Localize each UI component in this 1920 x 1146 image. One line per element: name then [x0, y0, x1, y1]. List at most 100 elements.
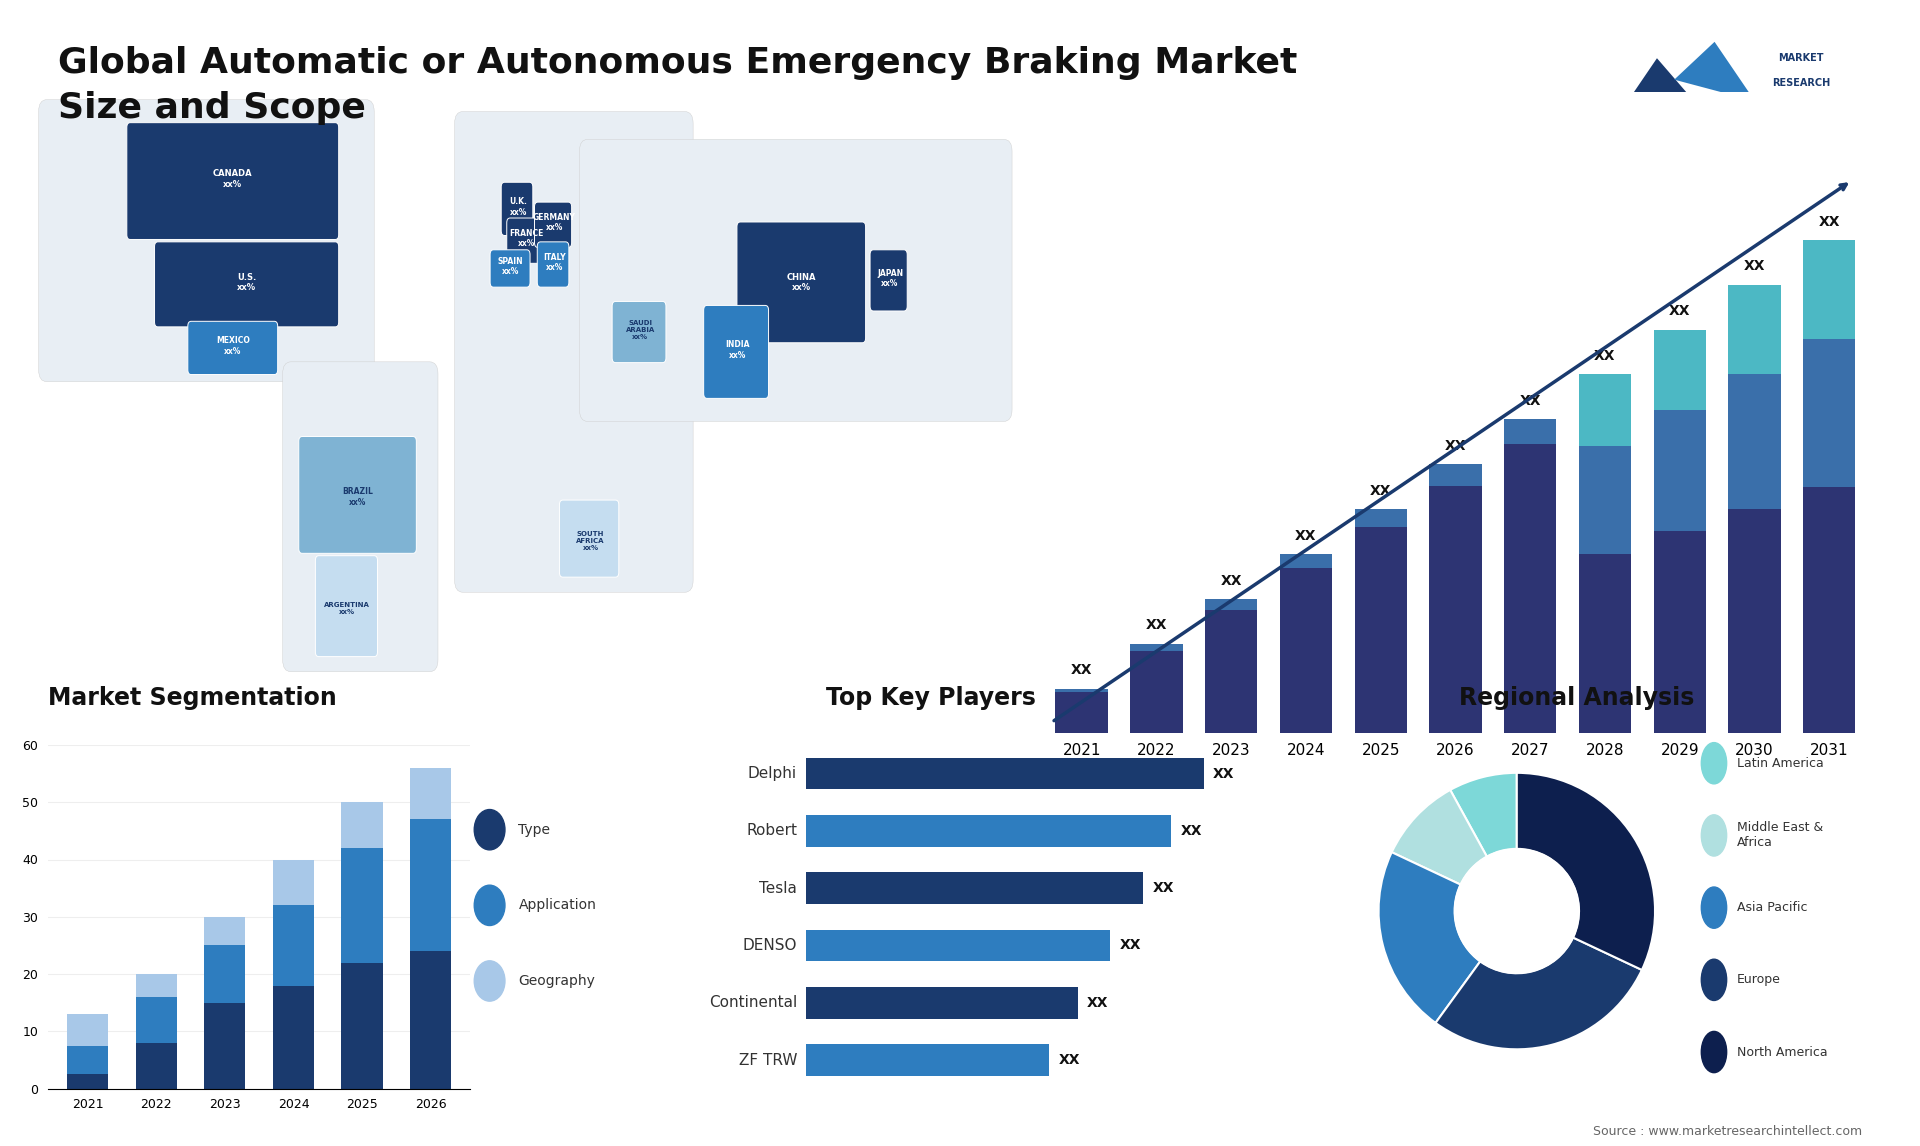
Text: XX: XX: [1371, 484, 1392, 497]
Circle shape: [1701, 887, 1726, 928]
Bar: [136, 1043, 177, 1089]
Text: XX: XX: [1058, 1053, 1081, 1067]
Wedge shape: [1392, 790, 1486, 885]
Text: XX: XX: [1444, 439, 1467, 453]
Bar: [806, 758, 1204, 790]
Bar: [67, 1045, 108, 1075]
Bar: [1578, 375, 1632, 446]
Text: Global Automatic or Autonomous Emergency Braking Market
Size and Scope: Global Automatic or Autonomous Emergency…: [58, 46, 1298, 125]
Bar: [806, 815, 1171, 847]
Bar: [1728, 284, 1780, 375]
Text: XX: XX: [1519, 394, 1542, 408]
Circle shape: [1701, 743, 1726, 784]
Bar: [411, 768, 451, 819]
Bar: [204, 1003, 246, 1089]
Bar: [1354, 527, 1407, 733]
Text: Tesla: Tesla: [758, 880, 797, 896]
Bar: [342, 802, 382, 848]
Text: INTELLECT: INTELLECT: [1772, 103, 1830, 113]
Text: Application: Application: [518, 898, 597, 912]
Text: Top Key Players: Top Key Players: [826, 685, 1035, 709]
Bar: [136, 997, 177, 1043]
Bar: [1503, 419, 1557, 445]
FancyBboxPatch shape: [870, 250, 908, 311]
Text: FRANCE
xx%: FRANCE xx%: [509, 229, 543, 249]
Text: Delphi: Delphi: [749, 766, 797, 782]
Text: SOUTH
AFRICA
xx%: SOUTH AFRICA xx%: [576, 531, 605, 550]
Text: Latin America: Latin America: [1738, 756, 1824, 770]
Text: XX: XX: [1296, 528, 1317, 543]
Text: North America: North America: [1738, 1045, 1828, 1059]
Bar: [1653, 330, 1705, 410]
FancyBboxPatch shape: [501, 182, 534, 235]
Bar: [1728, 375, 1780, 509]
Text: BRAZIL
xx%: BRAZIL xx%: [342, 487, 372, 507]
Text: XX: XX: [1087, 996, 1108, 1010]
Circle shape: [1455, 849, 1578, 973]
Text: Regional Analysis: Regional Analysis: [1459, 685, 1695, 709]
Text: XX: XX: [1181, 824, 1202, 838]
Text: XX: XX: [1146, 619, 1167, 633]
Bar: [1206, 599, 1258, 610]
FancyBboxPatch shape: [490, 250, 530, 288]
FancyBboxPatch shape: [703, 306, 768, 399]
Bar: [1728, 509, 1780, 733]
Bar: [411, 951, 451, 1089]
Bar: [1131, 651, 1183, 733]
Text: CHINA
xx%: CHINA xx%: [787, 273, 816, 292]
Bar: [273, 986, 315, 1089]
Bar: [806, 929, 1110, 961]
Circle shape: [474, 960, 505, 1002]
Bar: [806, 872, 1142, 904]
Bar: [273, 860, 315, 905]
Bar: [1578, 446, 1632, 554]
Wedge shape: [1379, 853, 1480, 1023]
Text: XX: XX: [1221, 574, 1242, 588]
Text: XX: XX: [1213, 767, 1235, 780]
FancyBboxPatch shape: [282, 362, 438, 672]
Bar: [273, 905, 315, 986]
Text: U.S.
xx%: U.S. xx%: [236, 273, 255, 292]
Polygon shape: [1617, 58, 1697, 118]
Text: MARKET: MARKET: [1778, 53, 1824, 63]
Bar: [1578, 554, 1632, 733]
FancyBboxPatch shape: [612, 301, 666, 362]
Text: JAPAN
xx%: JAPAN xx%: [877, 268, 902, 288]
Circle shape: [1701, 1031, 1726, 1073]
Text: DENSO: DENSO: [743, 937, 797, 953]
Text: U.K.
xx%: U.K. xx%: [509, 197, 528, 217]
Text: ITALY
xx%: ITALY xx%: [543, 253, 566, 273]
Bar: [342, 848, 382, 963]
Bar: [806, 1044, 1050, 1076]
Wedge shape: [1517, 772, 1655, 970]
Bar: [1281, 554, 1332, 568]
Text: Europe: Europe: [1738, 973, 1782, 987]
Bar: [342, 963, 382, 1089]
Circle shape: [474, 809, 505, 850]
FancyBboxPatch shape: [538, 242, 568, 288]
Bar: [204, 945, 246, 1003]
Text: Market Segmentation: Market Segmentation: [48, 685, 336, 709]
Text: XX: XX: [1071, 664, 1092, 677]
Bar: [1131, 644, 1183, 651]
Text: XX: XX: [1594, 350, 1617, 363]
Text: INDIA
xx%: INDIA xx%: [726, 340, 749, 360]
Text: XX: XX: [1668, 305, 1690, 319]
Text: Middle East &
Africa: Middle East & Africa: [1738, 822, 1824, 849]
Bar: [1354, 509, 1407, 527]
Text: Continental: Continental: [708, 995, 797, 1011]
Bar: [1428, 464, 1482, 486]
Text: MEXICO
xx%: MEXICO xx%: [215, 336, 250, 355]
Bar: [1653, 410, 1705, 532]
Text: Asia Pacific: Asia Pacific: [1738, 901, 1809, 915]
Text: XX: XX: [1818, 214, 1839, 228]
Bar: [1803, 487, 1855, 733]
Bar: [67, 1075, 108, 1089]
Bar: [1503, 445, 1557, 733]
Bar: [1803, 240, 1855, 338]
Bar: [67, 1014, 108, 1045]
Text: Robert: Robert: [747, 823, 797, 839]
Text: XX: XX: [1743, 259, 1764, 274]
Circle shape: [1701, 815, 1726, 856]
Bar: [1653, 532, 1705, 733]
